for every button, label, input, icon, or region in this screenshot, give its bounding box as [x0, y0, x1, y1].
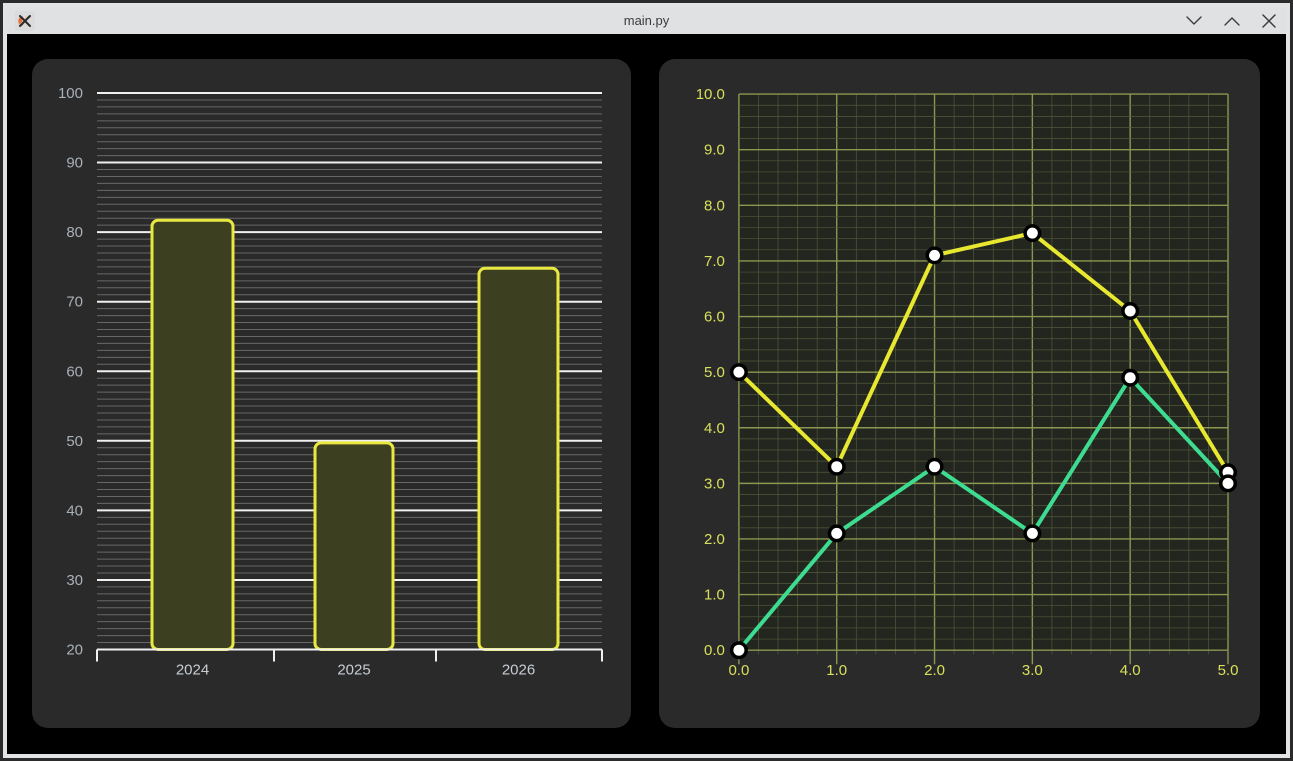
- svg-text:5.0: 5.0: [704, 364, 725, 381]
- svg-text:80: 80: [66, 224, 83, 241]
- svg-text:8.0: 8.0: [704, 197, 725, 214]
- svg-text:0.0: 0.0: [728, 662, 749, 679]
- svg-text:0.0: 0.0: [704, 642, 725, 659]
- svg-text:40: 40: [66, 502, 83, 519]
- svg-text:2024: 2024: [176, 662, 209, 679]
- svg-text:20: 20: [66, 642, 83, 659]
- svg-text:90: 90: [66, 155, 83, 172]
- svg-text:4.0: 4.0: [704, 420, 725, 437]
- svg-text:70: 70: [66, 294, 83, 311]
- svg-text:6.0: 6.0: [704, 309, 725, 326]
- svg-text:100: 100: [58, 85, 83, 102]
- svg-text:9.0: 9.0: [704, 142, 725, 159]
- svg-text:4.0: 4.0: [1120, 662, 1141, 679]
- svg-text:60: 60: [66, 363, 83, 380]
- svg-text:3.0: 3.0: [1022, 662, 1043, 679]
- svg-text:50: 50: [66, 433, 83, 450]
- svg-text:7.0: 7.0: [704, 253, 725, 270]
- svg-text:2.0: 2.0: [704, 531, 725, 548]
- svg-text:3.0: 3.0: [704, 475, 725, 492]
- svg-text:1.0: 1.0: [704, 587, 725, 604]
- svg-text:2025: 2025: [337, 662, 370, 679]
- svg-text:2026: 2026: [502, 662, 535, 679]
- svg-text:5.0: 5.0: [1218, 662, 1239, 679]
- svg-text:10.0: 10.0: [696, 86, 725, 103]
- svg-text:2.0: 2.0: [924, 662, 945, 679]
- svg-text:1.0: 1.0: [826, 662, 847, 679]
- svg-text:30: 30: [66, 572, 83, 589]
